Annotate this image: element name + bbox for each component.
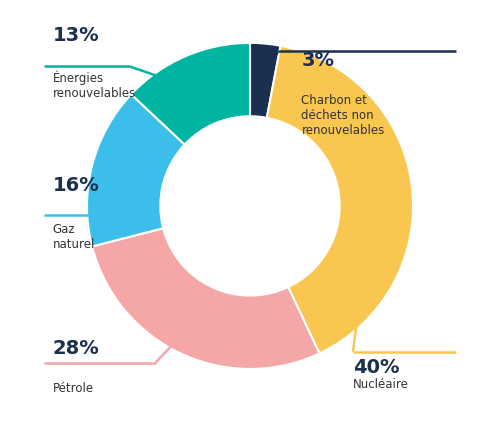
Wedge shape	[250, 43, 280, 118]
Text: 40%: 40%	[353, 358, 400, 377]
Text: 3%: 3%	[302, 51, 334, 69]
Wedge shape	[267, 46, 413, 353]
Wedge shape	[131, 43, 250, 145]
Text: Nucléaire: Nucléaire	[353, 378, 409, 390]
Wedge shape	[87, 94, 184, 247]
Text: Énergies
renouvelables: Énergies renouvelables	[52, 71, 136, 100]
Text: Charbon et
déchets non
renouvelables: Charbon et déchets non renouvelables	[302, 94, 384, 137]
Text: 16%: 16%	[52, 176, 100, 195]
Wedge shape	[92, 228, 320, 369]
Text: Pétrole: Pétrole	[52, 382, 94, 395]
Text: Gaz
naturel: Gaz naturel	[52, 223, 95, 251]
Text: 28%: 28%	[52, 339, 100, 358]
Text: 13%: 13%	[52, 26, 100, 45]
